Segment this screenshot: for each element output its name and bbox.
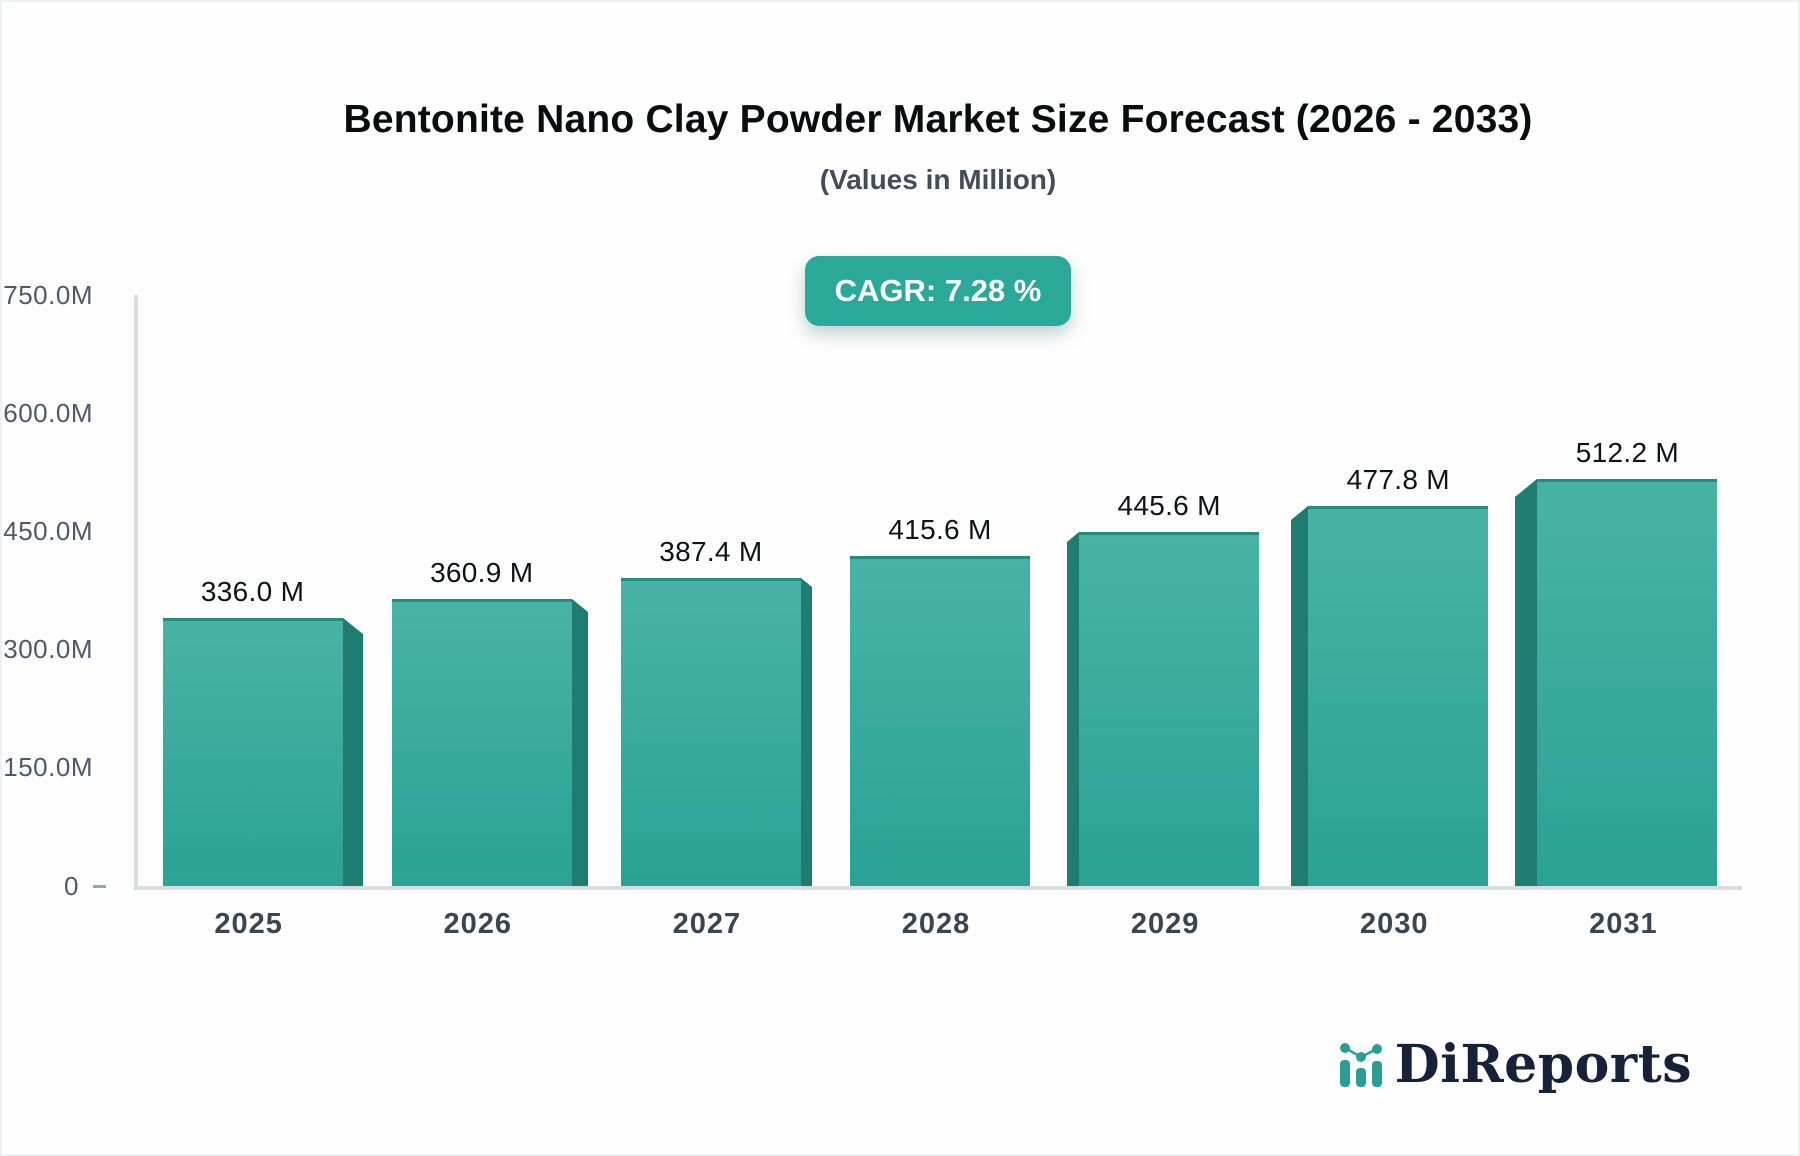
y-axis-tick: 750.0M (2, 279, 120, 311)
bar-value-label: 336.0 M (200, 576, 305, 607)
bar-value-label: 512.2 M (1575, 437, 1680, 468)
bar-face (392, 599, 572, 886)
logo-text: DiReports (1394, 1034, 1692, 1095)
y-tick-label: 300.0M (3, 634, 93, 665)
y-tick-label: 600.0M (3, 397, 93, 428)
y-tick-label: 750.0M (3, 279, 93, 310)
y-axis-tick: 600.0M (2, 397, 120, 429)
y-axis-tick: 150.0M (2, 752, 120, 784)
x-axis-label: 2029 (1130, 908, 1200, 940)
bar-side-3d (801, 578, 812, 886)
x-axis: 2025 2026 2027 2028 2029 2030 2031 (134, 908, 1738, 948)
x-axis-label: 2027 (672, 908, 742, 940)
y-axis-tick: 450.0M (2, 515, 120, 547)
bar-value-label: 387.4 M (659, 536, 763, 567)
chart-title: Bentonite Nano Clay Powder Market Size F… (343, 98, 1533, 141)
bar-face (1079, 532, 1259, 886)
bar-face (621, 578, 801, 886)
bar-value-label: 360.9 M (430, 557, 534, 588)
y-axis-tick: 0 (2, 870, 120, 902)
bar-face (1308, 506, 1488, 886)
x-axis-label: 2031 (1589, 908, 1658, 940)
bar-side-3d (1515, 479, 1537, 886)
y-axis: 0 150.0M 300.0M 450.0M 600.0M 750.0M (2, 280, 120, 901)
x-axis-label: 2028 (901, 908, 971, 940)
plot-area: 336.0 M 360.9 M 387.4 M 415.6 M 445.6 M 477.8… (134, 295, 1742, 890)
bar-face (850, 556, 1030, 886)
y-tick-label: 450.0M (3, 515, 93, 546)
x-axis-label: 2030 (1360, 908, 1429, 940)
bar-side-3d (343, 618, 363, 886)
y-tick-label: 0 (64, 870, 79, 901)
y-axis-tick: 300.0M (2, 634, 120, 666)
y-tick-label: 150.0M (3, 752, 93, 783)
bar-value-label: 445.6 M (1117, 490, 1221, 521)
bar-side-3d (572, 599, 588, 886)
x-axis-label: 2026 (443, 908, 512, 940)
chart-subtitle: (Values in Million) (819, 164, 1057, 195)
bar-face (163, 618, 343, 886)
bar-value-label: 477.8 M (1346, 464, 1450, 495)
bar-face (1537, 479, 1717, 886)
bar-side-3d (1291, 506, 1308, 886)
direports-logo: DiReports (1337, 1034, 1692, 1095)
zero-tick-dash (93, 884, 106, 888)
bar-side-3d (1067, 532, 1079, 886)
x-axis-label: 2025 (214, 908, 283, 940)
mini-bar-line-chart-icon (1339, 1042, 1382, 1087)
cagr-badge: CAGR: 7.28 % (804, 256, 1072, 326)
bar-value-label: 415.6 M (888, 514, 992, 545)
